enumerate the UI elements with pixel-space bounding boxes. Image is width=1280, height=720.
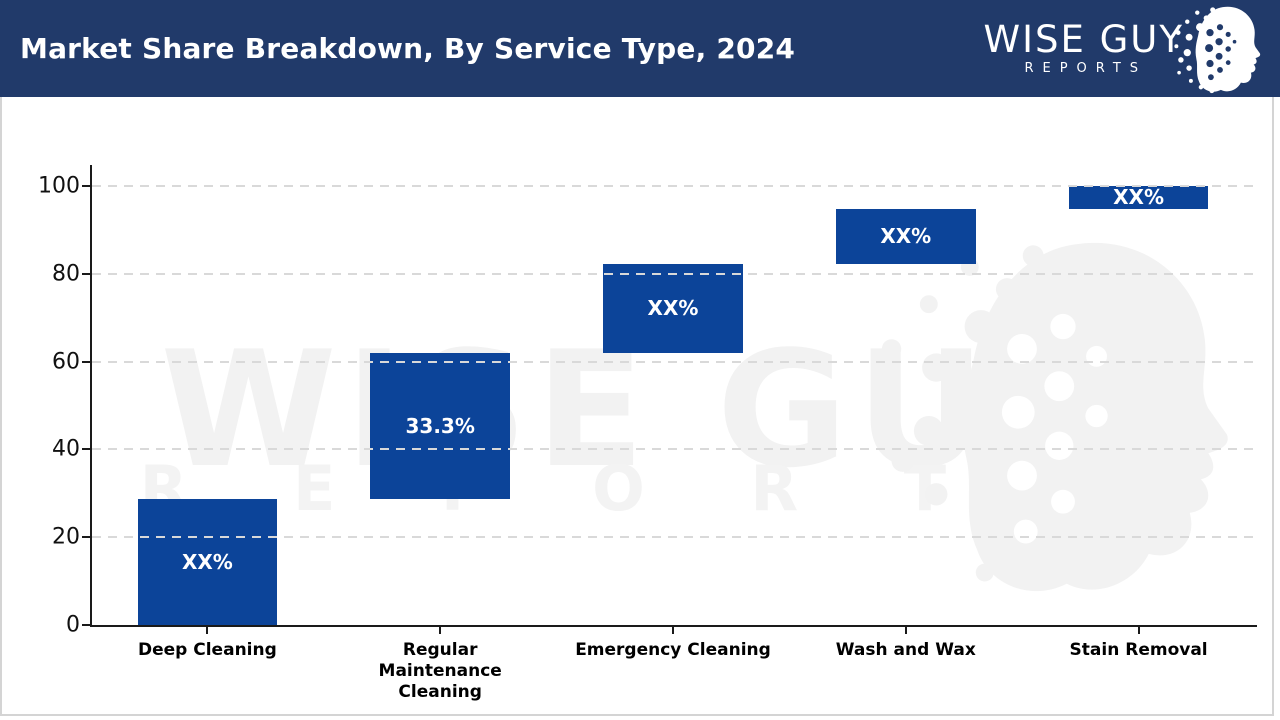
category-label-line: Maintenance — [378, 661, 502, 681]
category-label-line: Emergency Cleaning — [575, 640, 771, 660]
category-label-4: Stain Removal — [1023, 640, 1255, 661]
y-tick-label-100: 100 — [38, 173, 80, 199]
logo-text: WISE GUY REPORTS — [984, 21, 1184, 76]
bar-wash-and-wax: XX% — [835, 208, 976, 264]
y-tick-100 — [82, 185, 91, 187]
gridline-40 — [92, 448, 1255, 451]
y-axis-line — [90, 165, 92, 627]
y-tick-0 — [82, 624, 91, 626]
bar-deep-cleaning: XX% — [137, 499, 278, 625]
bar-value-label: XX% — [1113, 185, 1165, 210]
x-tick-1 — [439, 627, 442, 634]
gridline-60 — [92, 360, 1255, 363]
page-title: Market Share Breakdown, By Service Type,… — [20, 32, 796, 65]
y-tick-label-80: 80 — [52, 261, 80, 287]
x-tick-4 — [1137, 627, 1140, 634]
y-tick-label-20: 20 — [52, 524, 80, 550]
category-label-2: Emergency Cleaning — [557, 640, 789, 661]
bar-value-label: XX% — [880, 224, 932, 249]
bar-emergency-cleaning: XX% — [603, 263, 743, 354]
category-label-line: Regular — [402, 640, 478, 660]
gridline-80 — [92, 272, 1255, 275]
x-tick-3 — [904, 627, 907, 634]
bar-value-label: XX% — [647, 296, 699, 321]
logo-subtext: REPORTS — [1024, 61, 1148, 76]
watermark-head-icon — [875, 242, 1228, 592]
logo-wordmark: WISE GUY — [983, 18, 1184, 61]
y-tick-label-40: 40 — [52, 436, 80, 462]
chart-area: WISE GUY R E P O R T S — [0, 97, 1274, 716]
brand-logo: WISE GUY REPORTS — [984, 3, 1270, 95]
y-tick-80 — [82, 272, 91, 275]
category-label-1: Regular Maintenance Cleaning — [324, 640, 556, 703]
category-label-line: Deep Cleaning — [138, 640, 277, 660]
dotted-head-icon — [1174, 6, 1261, 93]
header: Market Share Breakdown, By Service Type,… — [0, 0, 1280, 97]
category-label-line: Cleaning — [398, 682, 482, 702]
category-label-line: Wash and Wax — [835, 640, 976, 660]
category-label-line: Stain Removal — [1069, 640, 1208, 660]
y-tick-20 — [82, 536, 91, 539]
x-tick-0 — [206, 627, 209, 634]
bar-value-label: XX% — [181, 550, 233, 575]
y-tick-label-0: 0 — [66, 612, 80, 638]
x-axis-line — [90, 625, 1257, 627]
category-label-0: Deep Cleaning — [91, 640, 323, 661]
gridline-20 — [92, 536, 1255, 539]
gridline-100 — [92, 185, 1255, 187]
bar-regular-maintenance-cleaning: 33.3% — [370, 353, 511, 500]
bar-value-label: 33.3% — [405, 414, 475, 439]
x-tick-2 — [672, 627, 674, 634]
y-tick-label-60: 60 — [52, 349, 80, 375]
y-tick-60 — [82, 360, 91, 363]
bar-stain-removal: XX% — [1068, 185, 1209, 210]
y-tick-40 — [82, 448, 91, 451]
category-label-3: Wash and Wax — [790, 640, 1022, 661]
